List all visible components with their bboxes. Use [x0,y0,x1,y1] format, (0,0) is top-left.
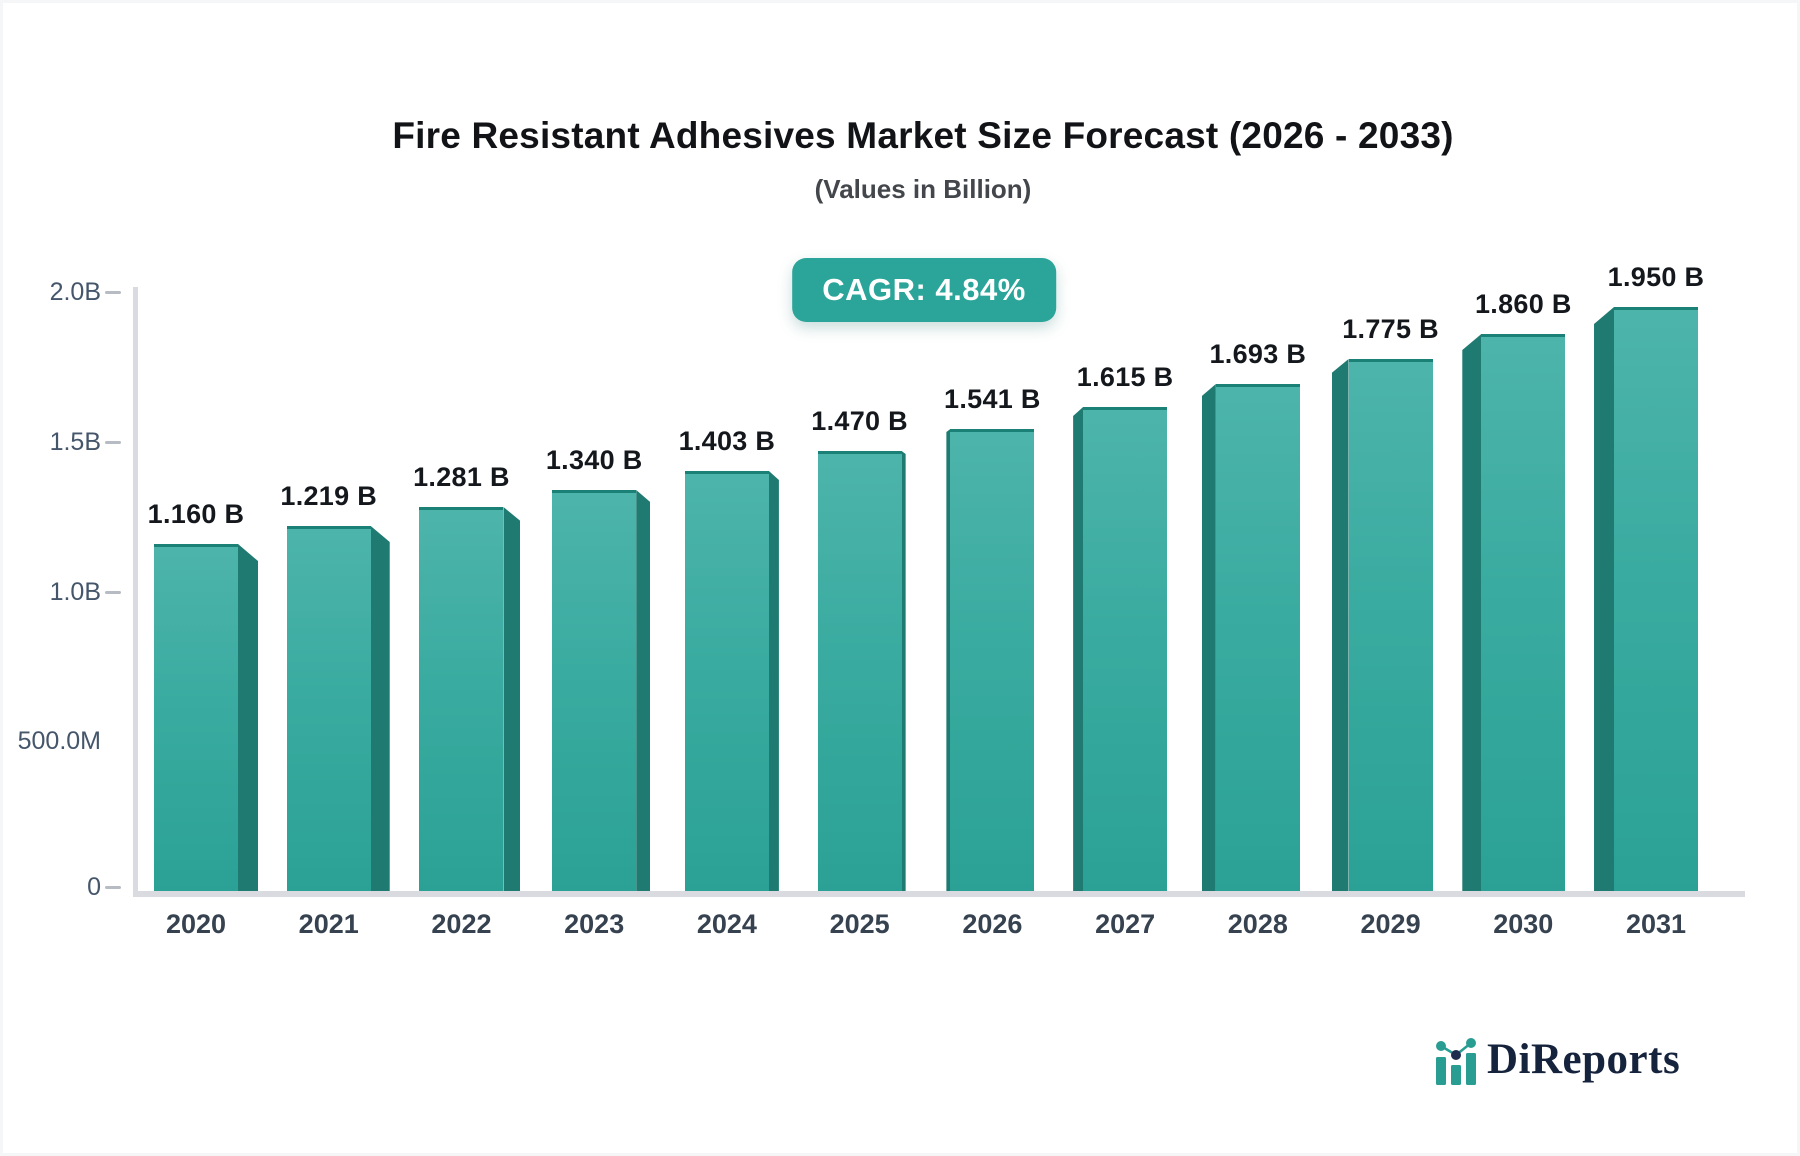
x-axis-label: 2028 [1227,909,1288,939]
bar-value-label: 1.219 B [280,481,378,511]
bar-side [503,507,521,891]
bar-2030 [1462,334,1566,891]
bar-face [286,526,371,891]
y-axis-label: 1.0B [49,577,101,606]
bar-side [901,451,906,891]
bar-2022 [419,507,521,891]
x-axis-label: 2022 [431,909,492,939]
bar-face [950,429,1035,891]
x-axis-line [133,891,1745,897]
bar-value-label: 1.470 B [811,406,908,436]
bar-2020 [154,544,258,891]
bar-face [1348,359,1433,891]
bar-face [684,471,769,891]
y-axis-label: 1.5B [49,427,101,456]
x-axis-label: 2030 [1493,909,1554,939]
brand-name: DiReports [1487,1036,1681,1083]
x-axis-label: 2021 [298,909,359,939]
x-axis-label: 2023 [564,909,625,939]
y-axis-line [133,287,138,897]
bar-side [1594,307,1615,891]
brand-logo: DiReports [1436,1037,1680,1085]
y-axis-label: 2.0B [49,278,101,306]
bar-value-label: 1.775 B [1342,314,1439,344]
x-axis-label: 2026 [962,909,1023,939]
bar-value-label: 1.693 B [1209,339,1307,369]
bar-value-label: 1.403 B [678,426,776,456]
bar-2027 [1073,407,1168,891]
x-axis-label: 2029 [1360,909,1421,939]
bar-face [154,544,238,891]
bar-face [1481,334,1566,891]
bar-2028 [1201,384,1300,891]
bar-side [1462,334,1482,891]
bar-2023 [552,490,651,891]
bar-side [636,490,651,891]
bar-face [552,490,637,891]
bar-value-label: 1.340 B [545,445,643,475]
y-axis-label: 0 [87,873,101,901]
x-axis-label: 2020 [165,909,227,939]
bar-side [1201,384,1216,891]
bar-side [768,471,779,891]
bar-face [1215,384,1300,891]
bar-2029 [1331,359,1433,891]
x-axis-label: 2024 [696,909,757,939]
bar-side [1073,407,1084,891]
y-axis-label: 500.0M [17,727,101,756]
bar-2025 [817,451,906,891]
y-axis-tick [105,440,121,444]
bar-2021 [286,526,390,891]
bar-face [419,507,504,891]
bar-face [1083,407,1168,891]
bar-side [370,526,390,891]
bar-chart-logo-icon [1436,1038,1476,1085]
bar-value-label: 1.615 B [1076,362,1174,392]
bar-side [946,429,951,891]
x-axis-label: 2027 [1095,909,1156,939]
bar-value-label: 1.281 B [413,462,510,492]
bar-face [817,451,902,891]
bar-side [238,544,258,891]
cagr-badge: CAGR: 4.84% [792,258,1056,322]
y-axis-tick [105,590,121,594]
y-axis-tick [105,886,121,889]
x-axis-label: 2025 [829,909,890,939]
chart-title: Fire Resistant Adhesives Market Size For… [392,115,1454,156]
bar-2031 [1594,307,1699,891]
chart-subtitle: (Values in Billion) [814,174,1032,204]
bar-value-label: 1.541 B [944,384,1041,414]
bar-2026 [946,429,1035,891]
bar-face [1614,307,1699,891]
bar-value-label: 1.860 B [1474,289,1572,319]
y-axis-tick [105,291,121,294]
bar-value-label: 1.160 B [147,499,245,529]
bar-side [1331,359,1349,891]
x-axis-label: 2031 [1625,909,1687,939]
bar-2024 [684,471,779,891]
bar-value-label: 1.950 B [1607,262,1705,292]
